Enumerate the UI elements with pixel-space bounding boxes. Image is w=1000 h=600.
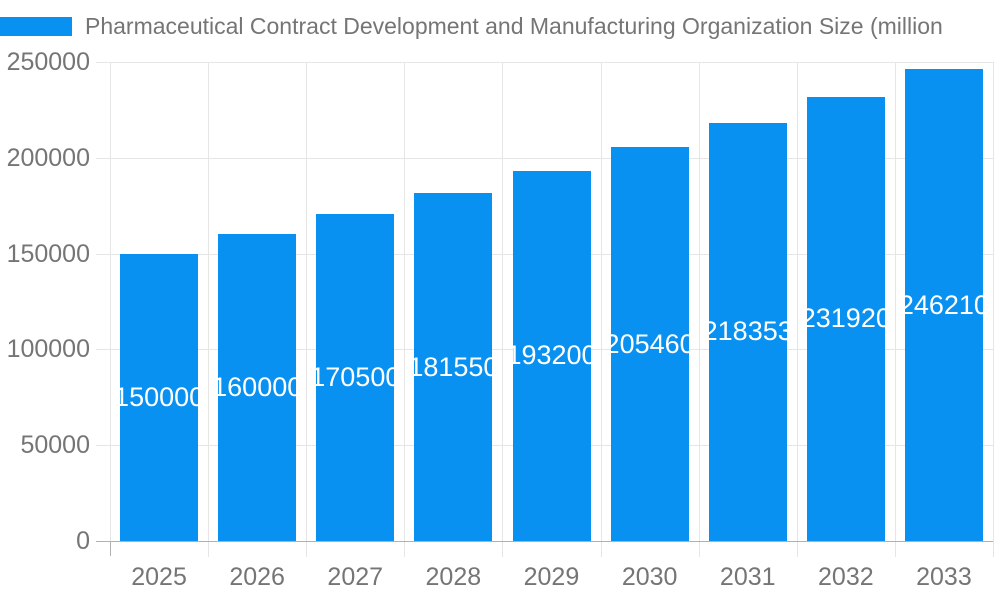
v-gridline [306,62,308,557]
bar-2025[interactable]: 150000 [120,253,199,541]
y-tick-label: 150000 [6,240,90,268]
h-gridline [110,158,993,159]
legend-swatch [0,16,72,36]
v-gridline [894,62,896,557]
bar-2027[interactable]: 170500 [316,214,395,541]
v-gridline [993,62,994,557]
y-tick [96,62,110,63]
y-tick-label: 0 [76,527,90,555]
x-tick-label: 2029 [523,563,580,591]
bar-value-label: 181550 [414,351,493,382]
y-tick [96,349,110,350]
bar-value-label: 231920 [806,303,885,334]
bar-2028[interactable]: 181550 [414,193,493,541]
x-tick-label: 2033 [916,563,972,591]
v-gridline [796,62,798,557]
y-tick-label: 50000 [20,431,90,459]
chart-title: Pharmaceutical Contract Development and … [85,12,943,39]
bar-value-label: 246210 [904,289,983,320]
y-tick [96,445,110,446]
bar-value-label: 218353 [708,316,787,347]
y-tick-label: 200000 [6,144,90,172]
x-tick-label: 2031 [719,563,776,591]
y-axis-line [110,62,111,541]
bar-2032[interactable]: 231920 [806,96,885,541]
y-tick [96,254,110,255]
bar-2029[interactable]: 193200 [512,170,591,541]
v-gridline [404,62,406,557]
bar-value-label: 170500 [316,362,395,393]
bar-2031[interactable]: 218353 [708,122,787,541]
bar-2026[interactable]: 160000 [218,234,297,541]
x-tick-label: 2030 [621,563,678,591]
x-tick-label: 2025 [131,563,187,591]
y-tick-label: 250000 [6,48,90,76]
y-tick-label: 100000 [6,335,90,363]
y-axis-bottom-tick [110,541,111,556]
x-axis-line [96,541,993,542]
x-tick-label: 2026 [229,563,285,591]
bar-2033[interactable]: 246210 [904,69,983,541]
x-tick-label: 2032 [818,563,874,591]
x-tick-label: 2027 [327,563,384,591]
bar-value-label: 160000 [218,372,297,403]
v-gridline [502,62,504,557]
bar-value-label: 205460 [610,328,689,359]
v-gridline [208,62,210,557]
bar-value-label: 150000 [120,381,199,412]
y-tick [96,158,110,159]
legend: Pharmaceutical Contract Development and … [0,12,1000,40]
v-gridline [600,62,602,557]
h-gridline [110,62,993,63]
bar-2030[interactable]: 205460 [610,147,689,541]
v-gridline [698,62,700,557]
x-tick-label: 2028 [425,563,482,591]
bar-value-label: 193200 [512,340,591,371]
